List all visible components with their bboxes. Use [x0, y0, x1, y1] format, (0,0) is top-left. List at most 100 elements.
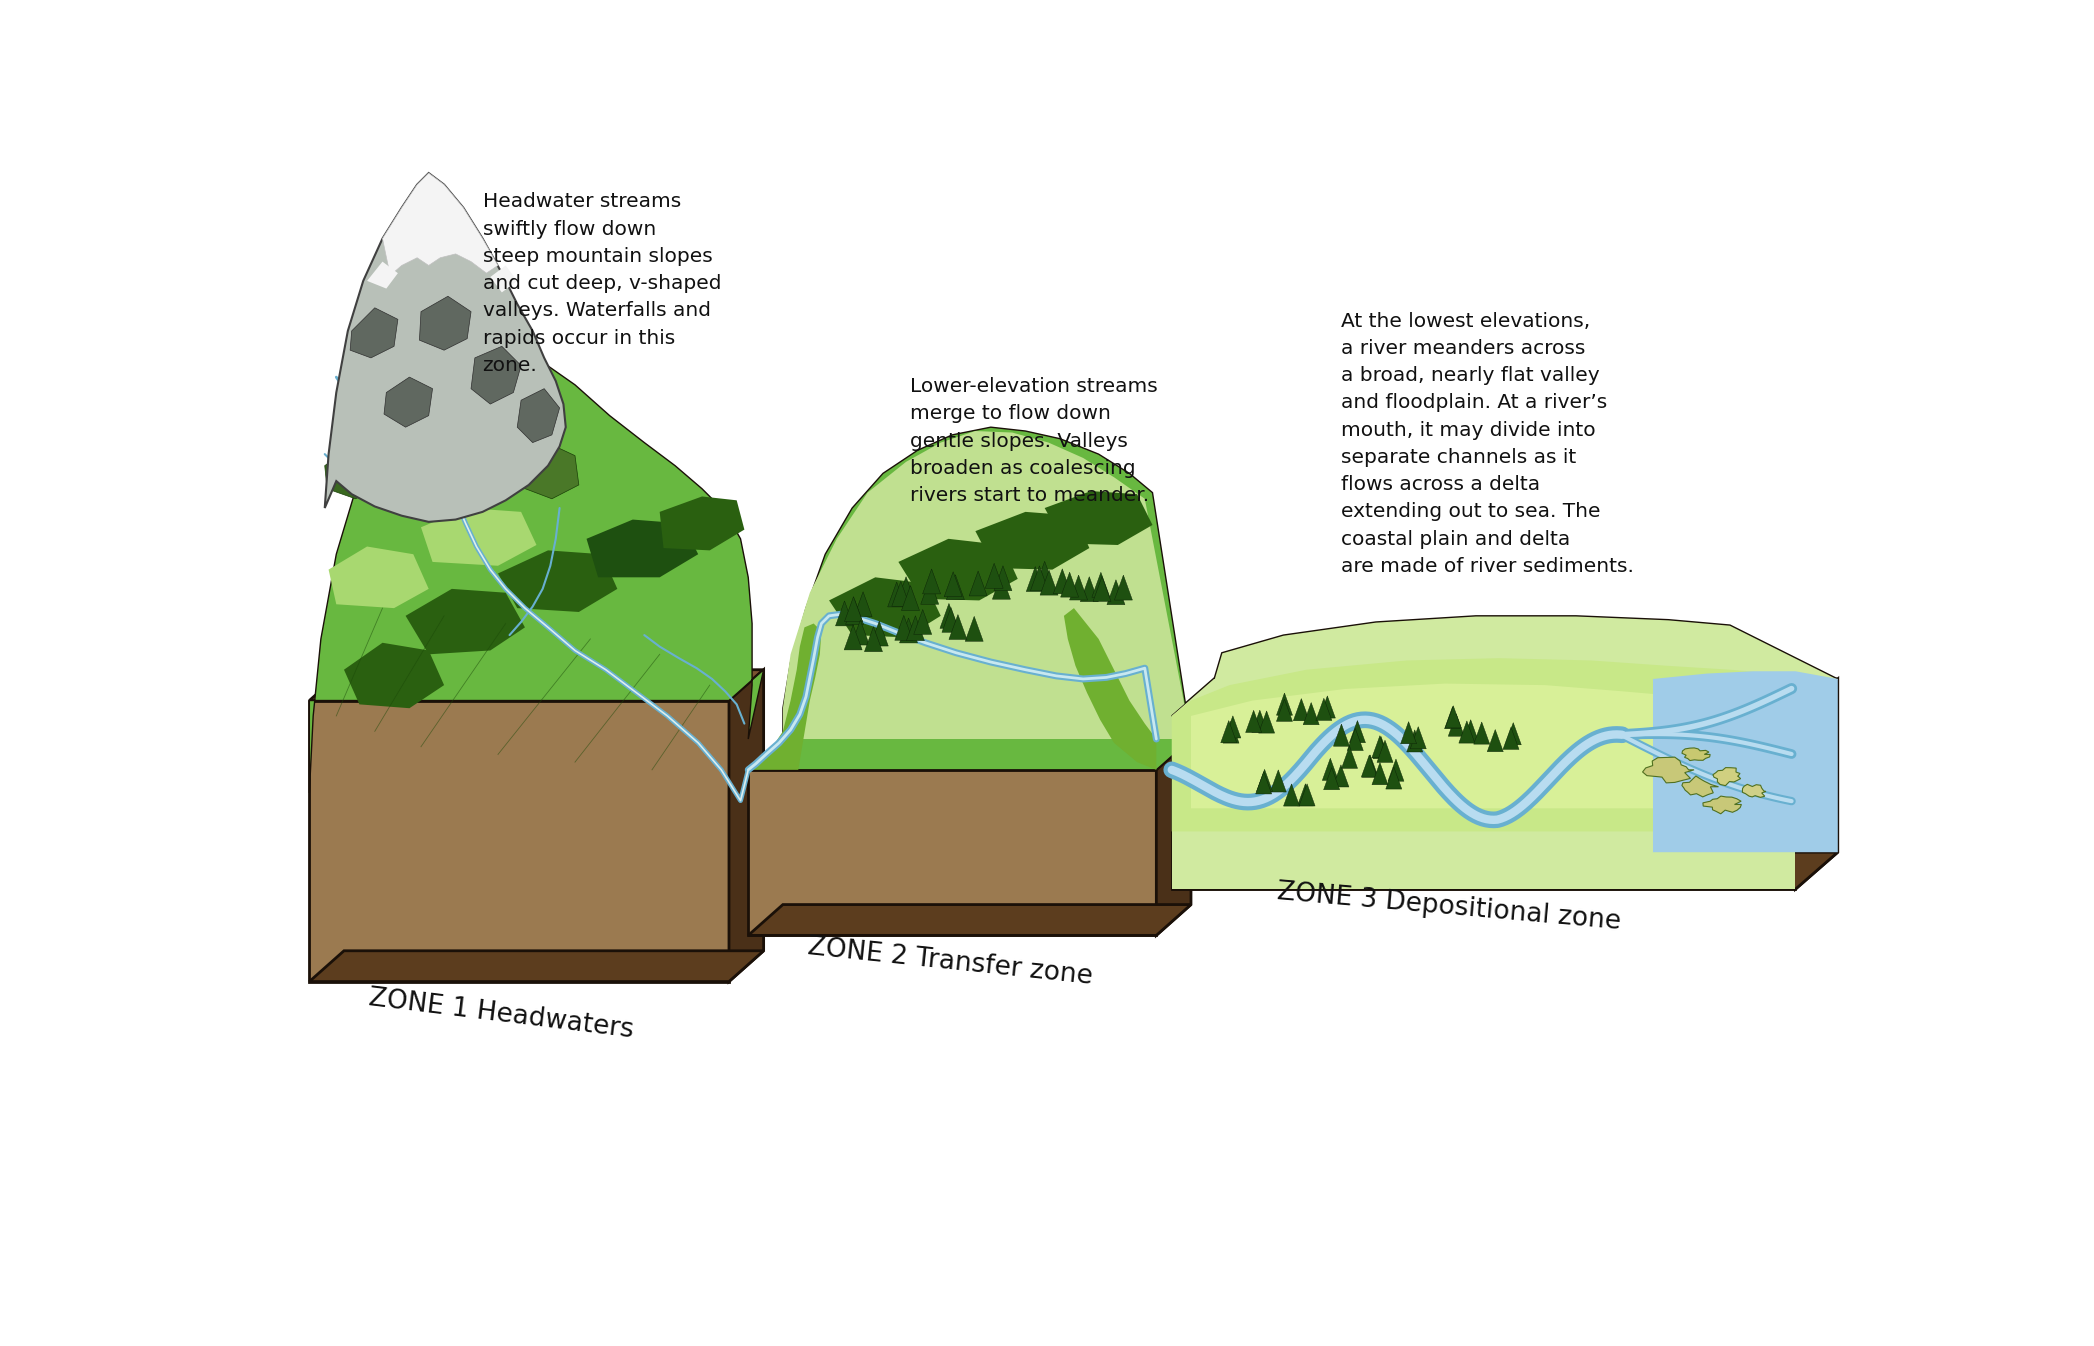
Text: At the lowest elevations,
a river meanders across
a broad, nearly flat valley
an: At the lowest elevations, a river meande… [1340, 312, 1633, 576]
Polygon shape [1374, 736, 1388, 759]
Polygon shape [517, 389, 559, 443]
Polygon shape [660, 497, 743, 551]
Polygon shape [1409, 727, 1426, 748]
Polygon shape [748, 427, 1191, 770]
Polygon shape [1277, 693, 1292, 715]
Polygon shape [748, 905, 1191, 935]
Polygon shape [748, 739, 1191, 770]
Polygon shape [1091, 572, 1110, 598]
Polygon shape [900, 586, 919, 611]
Polygon shape [1652, 672, 1839, 852]
Polygon shape [498, 551, 618, 612]
Polygon shape [1081, 576, 1097, 602]
Polygon shape [1298, 783, 1315, 806]
Polygon shape [350, 308, 398, 358]
Polygon shape [325, 447, 383, 499]
Polygon shape [1342, 746, 1357, 769]
Polygon shape [1321, 758, 1338, 781]
Polygon shape [1346, 728, 1363, 751]
Polygon shape [1503, 727, 1518, 750]
Polygon shape [1026, 567, 1045, 591]
Polygon shape [729, 670, 764, 981]
Polygon shape [329, 546, 429, 608]
Polygon shape [984, 563, 1003, 588]
Polygon shape [421, 507, 536, 565]
Polygon shape [419, 296, 471, 350]
Polygon shape [383, 174, 498, 276]
Polygon shape [1070, 575, 1087, 600]
Polygon shape [310, 339, 764, 793]
Polygon shape [892, 581, 909, 606]
Text: Lower-elevation streams
merge to flow down
gentle slopes. Valleys
broaden as coa: Lower-elevation streams merge to flow do… [911, 377, 1158, 505]
Polygon shape [1449, 713, 1464, 736]
Polygon shape [471, 346, 521, 404]
Polygon shape [1315, 699, 1332, 720]
Polygon shape [1302, 703, 1319, 724]
Polygon shape [896, 576, 915, 602]
Polygon shape [907, 615, 923, 641]
Polygon shape [1256, 771, 1271, 794]
Polygon shape [898, 538, 1018, 600]
Polygon shape [1401, 721, 1418, 744]
Polygon shape [1681, 777, 1719, 797]
Polygon shape [1372, 763, 1388, 785]
Polygon shape [913, 610, 932, 634]
Polygon shape [783, 431, 1191, 739]
Polygon shape [1363, 755, 1378, 777]
Polygon shape [1173, 716, 1795, 890]
Polygon shape [1445, 707, 1462, 728]
Polygon shape [1030, 565, 1049, 591]
Polygon shape [1156, 739, 1191, 935]
Polygon shape [942, 607, 959, 633]
Polygon shape [310, 670, 764, 700]
Polygon shape [1252, 711, 1267, 732]
Polygon shape [406, 588, 526, 654]
Polygon shape [1294, 699, 1309, 720]
Polygon shape [1060, 572, 1078, 598]
Polygon shape [970, 571, 986, 596]
Polygon shape [923, 569, 940, 594]
Polygon shape [888, 581, 907, 607]
Polygon shape [1053, 569, 1072, 594]
Polygon shape [1173, 678, 1839, 716]
Polygon shape [1334, 724, 1349, 746]
Polygon shape [1464, 720, 1478, 742]
Text: ZONE 3 Depositional zone: ZONE 3 Depositional zone [1275, 879, 1621, 935]
Polygon shape [1093, 576, 1112, 602]
Polygon shape [490, 265, 517, 292]
Polygon shape [1064, 608, 1156, 770]
Polygon shape [1407, 730, 1422, 752]
Polygon shape [1246, 711, 1263, 732]
Polygon shape [1114, 575, 1133, 600]
Polygon shape [1173, 616, 1839, 716]
Polygon shape [844, 596, 863, 622]
Polygon shape [1372, 736, 1388, 758]
Polygon shape [586, 520, 697, 577]
Polygon shape [836, 600, 854, 626]
Polygon shape [1319, 696, 1336, 717]
Polygon shape [995, 565, 1011, 591]
Polygon shape [894, 615, 913, 641]
Text: ZONE 1 Headwaters: ZONE 1 Headwaters [366, 985, 634, 1044]
Polygon shape [1173, 658, 1795, 832]
Polygon shape [846, 599, 863, 625]
Polygon shape [852, 621, 869, 645]
Polygon shape [993, 575, 1011, 599]
Polygon shape [396, 437, 461, 493]
Polygon shape [949, 615, 967, 639]
Polygon shape [1487, 730, 1503, 751]
Polygon shape [1681, 748, 1711, 760]
Polygon shape [524, 446, 578, 499]
Polygon shape [1277, 699, 1292, 721]
Polygon shape [1173, 852, 1839, 890]
Polygon shape [1173, 716, 1795, 890]
Polygon shape [900, 618, 917, 643]
Polygon shape [1284, 783, 1300, 806]
Polygon shape [1474, 721, 1489, 744]
Polygon shape [1225, 716, 1242, 738]
Polygon shape [1037, 561, 1053, 587]
Polygon shape [1652, 678, 1839, 716]
Polygon shape [1445, 705, 1462, 728]
Polygon shape [1298, 783, 1313, 806]
Polygon shape [865, 627, 882, 651]
